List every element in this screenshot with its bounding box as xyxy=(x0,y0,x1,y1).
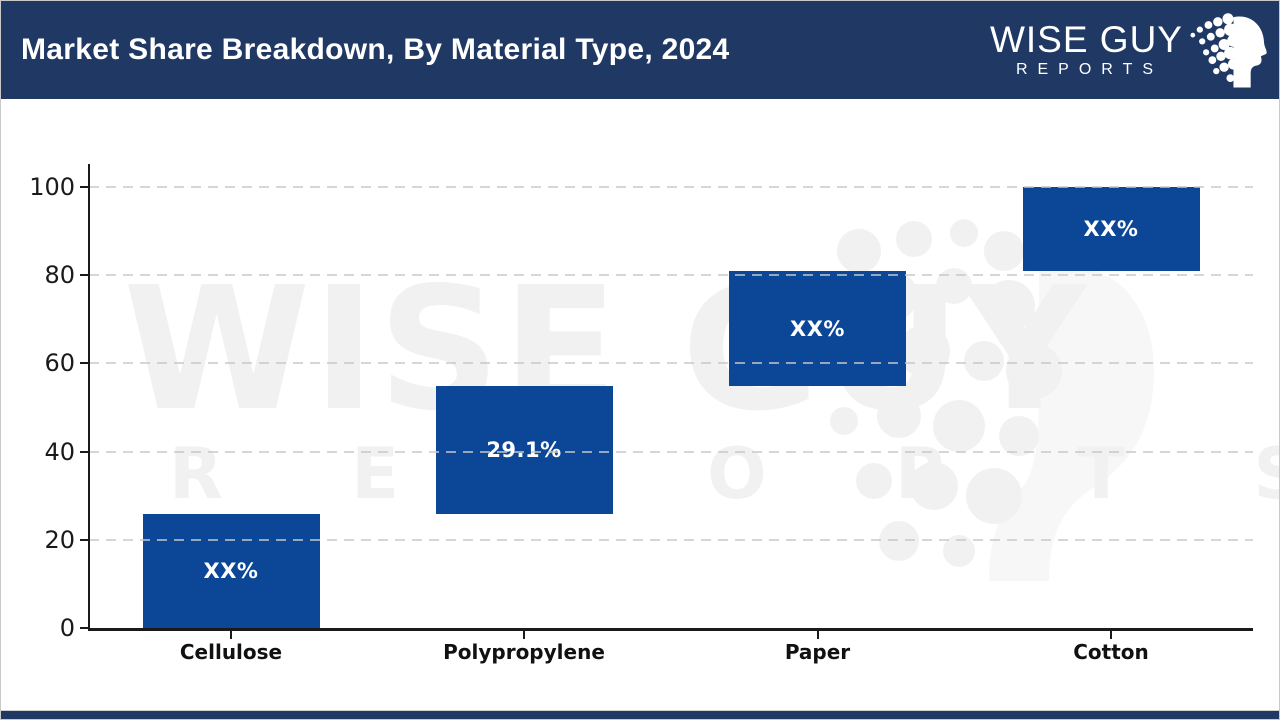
y-tick-80 xyxy=(80,274,89,277)
header: Market Share Breakdown, By Material Type… xyxy=(1,1,1279,99)
y-label-80-label: 80 xyxy=(44,261,75,290)
x-label-paper-label: Paper xyxy=(784,640,851,664)
gridline-40 xyxy=(89,450,1253,453)
gridline-80 xyxy=(89,274,1253,277)
bar-cotton-label: XX% xyxy=(1083,216,1139,241)
x-label-cotton-label: Cotton xyxy=(1073,640,1149,664)
y-label-100: 100 xyxy=(1,173,75,201)
gridline-100 xyxy=(89,186,1253,188)
x-label-cellulose-label: Cellulose xyxy=(179,640,283,664)
y-tick-60 xyxy=(80,362,89,365)
brand-logo-text: WISE GUY REPORTS xyxy=(989,18,1183,80)
bar-polypropylene: 29.1% xyxy=(435,385,613,515)
brand-logo-reports: REPORTS xyxy=(1015,61,1164,79)
brand-logo-wiseguy: WISE GUY xyxy=(989,18,1183,60)
y-label-60: 60 xyxy=(1,349,75,377)
footer-bar xyxy=(1,711,1279,719)
bar-paper-label: XX% xyxy=(790,316,845,341)
y-label-0: 0 xyxy=(1,614,75,642)
y-label-20-label: 20 xyxy=(44,525,75,554)
bar-polypropylene-label: 29.1% xyxy=(486,438,562,463)
y-axis-spine xyxy=(88,164,90,631)
bar-paper: XX% xyxy=(729,271,906,386)
brand-logo: WISE GUY REPORTS xyxy=(990,7,1271,93)
y-label-40: 40 xyxy=(1,438,75,466)
gridline-20 xyxy=(89,538,1253,541)
y-label-60-label: 60 xyxy=(44,349,75,378)
y-label-80: 80 xyxy=(1,261,75,289)
x-label-paper: Paper xyxy=(698,640,938,664)
x-tick-cellulose xyxy=(230,630,232,639)
y-label-20: 20 xyxy=(1,526,75,554)
gridline-60 xyxy=(89,362,1253,365)
bar-cellulose: XX% xyxy=(142,514,320,628)
y-tick-0 xyxy=(80,627,89,629)
y-label-40-label: 40 xyxy=(44,437,75,466)
y-label-100-label: 100 xyxy=(29,173,75,201)
x-tick-paper xyxy=(816,630,819,639)
bar-cotton: XX% xyxy=(1022,187,1200,271)
x-label-cotton: Cotton xyxy=(991,640,1231,664)
x-tick-polypropylene xyxy=(523,630,525,639)
bar-cellulose-label: XX% xyxy=(203,559,259,584)
footer-divider xyxy=(1,710,1279,711)
logo-head-icon xyxy=(1190,13,1267,88)
y-tick-100 xyxy=(80,186,89,188)
x-label-cellulose: Cellulose xyxy=(111,640,351,664)
y-label-0-label: 0 xyxy=(59,614,75,642)
y-tick-20 xyxy=(80,538,89,541)
x-label-polypropylene: Polypropylene xyxy=(404,640,644,664)
y-tick-40 xyxy=(80,450,89,453)
x-label-polypropylene-label: Polypropylene xyxy=(443,640,605,664)
page-title: Market Share Breakdown, By Material Type… xyxy=(21,33,730,66)
x-axis-spine xyxy=(88,628,1253,631)
x-tick-cotton xyxy=(1110,630,1112,639)
